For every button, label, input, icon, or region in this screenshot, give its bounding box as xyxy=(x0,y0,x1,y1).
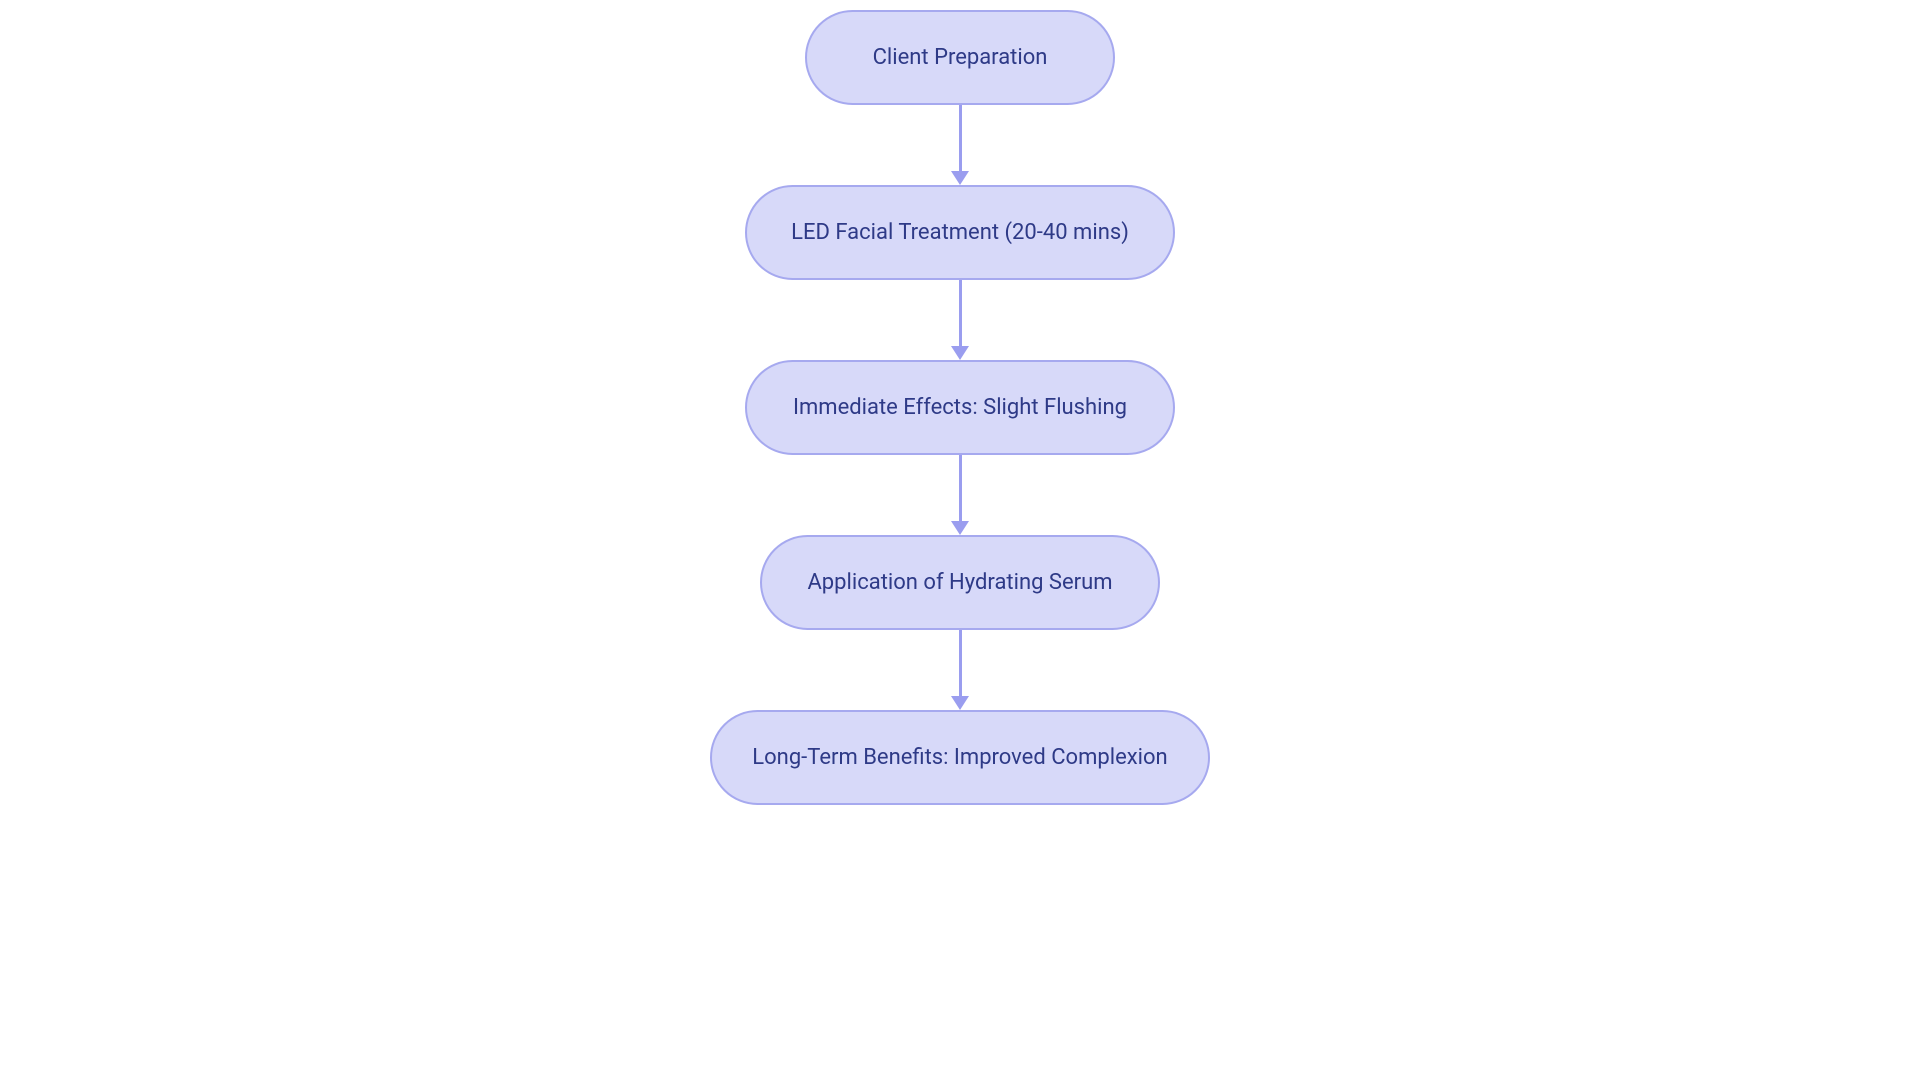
arrow xyxy=(951,105,969,185)
flowchart-container: Client Preparation LED Facial Treatment … xyxy=(710,10,1210,805)
arrow-head xyxy=(951,696,969,710)
node-label: LED Facial Treatment (20-40 mins) xyxy=(791,220,1129,245)
arrow-line xyxy=(959,630,962,696)
node-label: Immediate Effects: Slight Flushing xyxy=(793,395,1127,420)
node-label: Application of Hydrating Serum xyxy=(807,570,1112,595)
node-led-treatment: LED Facial Treatment (20-40 mins) xyxy=(745,185,1175,280)
arrow-head xyxy=(951,171,969,185)
arrow xyxy=(951,630,969,710)
arrow xyxy=(951,455,969,535)
node-client-preparation: Client Preparation xyxy=(805,10,1115,105)
node-long-term-benefits: Long-Term Benefits: Improved Complexion xyxy=(710,710,1210,805)
node-immediate-effects: Immediate Effects: Slight Flushing xyxy=(745,360,1175,455)
arrow xyxy=(951,280,969,360)
node-label: Client Preparation xyxy=(873,45,1048,70)
node-label: Long-Term Benefits: Improved Complexion xyxy=(752,745,1167,770)
arrow-head xyxy=(951,346,969,360)
arrow-line xyxy=(959,105,962,171)
arrow-line xyxy=(959,280,962,346)
arrow-line xyxy=(959,455,962,521)
arrow-head xyxy=(951,521,969,535)
node-hydrating-serum: Application of Hydrating Serum xyxy=(760,535,1160,630)
